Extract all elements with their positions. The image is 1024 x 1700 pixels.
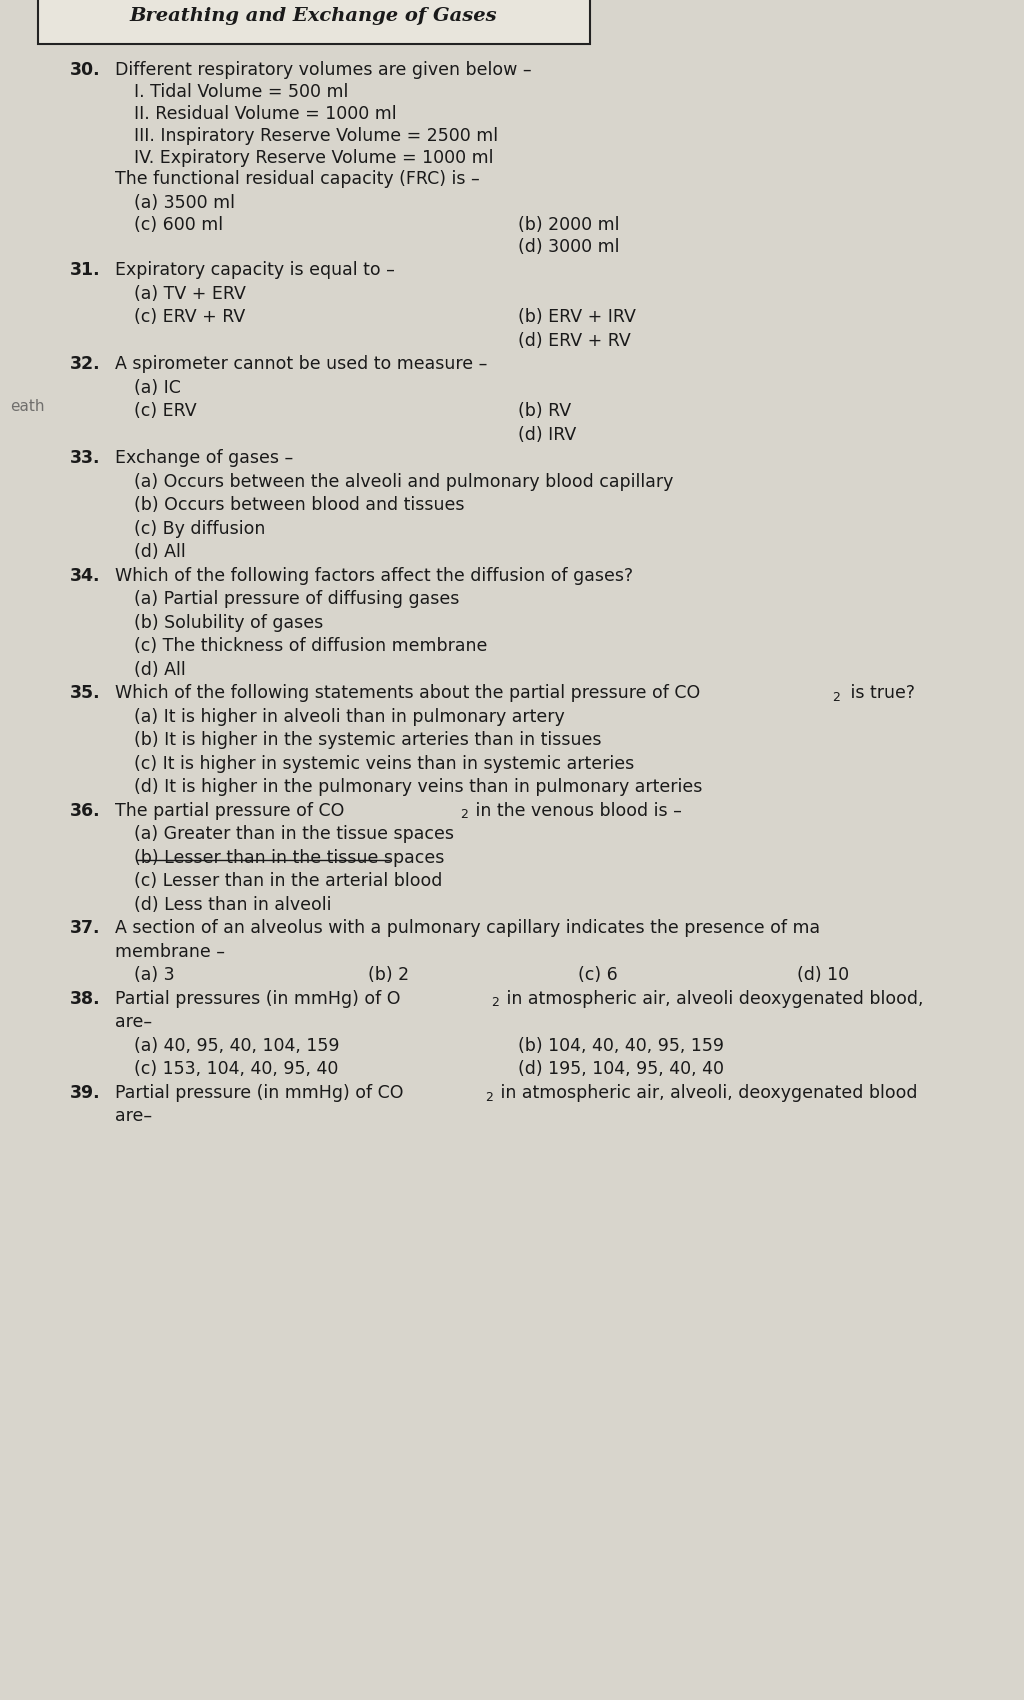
- Text: 2: 2: [490, 996, 499, 1010]
- Text: are–: are–: [115, 1107, 152, 1125]
- Text: 2: 2: [460, 809, 468, 821]
- Text: Which of the following factors affect the diffusion of gases?: Which of the following factors affect th…: [115, 566, 633, 585]
- Text: (b) Lesser than in the tissue spaces: (b) Lesser than in the tissue spaces: [134, 848, 444, 867]
- Text: II. Residual Volume = 1000 ml: II. Residual Volume = 1000 ml: [134, 105, 397, 122]
- Text: in the venous blood is –: in the venous blood is –: [470, 802, 682, 819]
- Text: 39.: 39.: [70, 1085, 100, 1102]
- Text: (b) 2: (b) 2: [369, 966, 410, 984]
- Text: 34.: 34.: [70, 566, 100, 585]
- Text: 30.: 30.: [70, 61, 100, 80]
- Text: 2: 2: [833, 690, 841, 704]
- Text: (b) ERV + IRV: (b) ERV + IRV: [518, 308, 636, 326]
- Text: (d) 195, 104, 95, 40, 40: (d) 195, 104, 95, 40, 40: [518, 1061, 724, 1078]
- Text: (d) All: (d) All: [134, 661, 186, 678]
- Text: (b) 104, 40, 40, 95, 159: (b) 104, 40, 40, 95, 159: [518, 1037, 724, 1054]
- Text: 33.: 33.: [70, 449, 100, 468]
- Text: (a) IC: (a) IC: [134, 379, 181, 396]
- Text: (d) 10: (d) 10: [797, 966, 849, 984]
- Text: (a) Occurs between the alveoli and pulmonary blood capillary: (a) Occurs between the alveoli and pulmo…: [134, 473, 674, 491]
- Text: Expiratory capacity is equal to –: Expiratory capacity is equal to –: [115, 262, 394, 279]
- Text: (a) It is higher in alveoli than in pulmonary artery: (a) It is higher in alveoli than in pulm…: [134, 707, 565, 726]
- Text: (b) Solubility of gases: (b) Solubility of gases: [134, 614, 324, 632]
- Text: (b) Occurs between blood and tissues: (b) Occurs between blood and tissues: [134, 496, 465, 513]
- Text: (a) 3: (a) 3: [134, 966, 175, 984]
- Text: are–: are–: [115, 1013, 152, 1032]
- Text: (c) It is higher in systemic veins than in systemic arteries: (c) It is higher in systemic veins than …: [134, 755, 635, 774]
- Text: The partial pressure of CO: The partial pressure of CO: [115, 802, 344, 819]
- Text: membrane –: membrane –: [115, 944, 224, 960]
- Text: 2: 2: [485, 1090, 493, 1103]
- Text: III. Inspiratory Reserve Volume = 2500 ml: III. Inspiratory Reserve Volume = 2500 m…: [134, 128, 499, 144]
- Text: (b) It is higher in the systemic arteries than in tissues: (b) It is higher in the systemic arterie…: [134, 731, 602, 750]
- Text: (c) Lesser than in the arterial blood: (c) Lesser than in the arterial blood: [134, 872, 442, 891]
- Text: 38.: 38.: [70, 989, 100, 1008]
- Text: Breathing and Exchange of Gases: Breathing and Exchange of Gases: [130, 7, 498, 26]
- Text: I. Tidal Volume = 500 ml: I. Tidal Volume = 500 ml: [134, 83, 349, 100]
- Text: (d) All: (d) All: [134, 542, 186, 561]
- Text: 35.: 35.: [70, 683, 100, 702]
- Text: (c) 600 ml: (c) 600 ml: [134, 216, 223, 233]
- Text: 37.: 37.: [70, 920, 100, 937]
- Text: Partial pressures (in mmHg) of O: Partial pressures (in mmHg) of O: [115, 989, 400, 1008]
- Text: (c) 153, 104, 40, 95, 40: (c) 153, 104, 40, 95, 40: [134, 1061, 339, 1078]
- Text: The functional residual capacity (FRC) is –: The functional residual capacity (FRC) i…: [115, 170, 479, 189]
- Text: (a) 40, 95, 40, 104, 159: (a) 40, 95, 40, 104, 159: [134, 1037, 340, 1054]
- Text: 31.: 31.: [70, 262, 100, 279]
- Text: (b) RV: (b) RV: [518, 403, 571, 420]
- Text: (d) ERV + RV: (d) ERV + RV: [518, 332, 631, 350]
- Text: (c) ERV: (c) ERV: [134, 403, 197, 420]
- Text: (b) 2000 ml: (b) 2000 ml: [518, 216, 620, 233]
- Text: A section of an alveolus with a pulmonary capillary indicates the presence of ma: A section of an alveolus with a pulmonar…: [115, 920, 819, 937]
- Text: (c) By diffusion: (c) By diffusion: [134, 520, 266, 537]
- Text: (c) The thickness of diffusion membrane: (c) The thickness of diffusion membrane: [134, 638, 487, 654]
- Text: (c) 6: (c) 6: [578, 966, 617, 984]
- Text: (d) IRV: (d) IRV: [518, 425, 577, 444]
- Text: (a) 3500 ml: (a) 3500 ml: [134, 194, 236, 212]
- Text: is true?: is true?: [845, 683, 914, 702]
- Text: 36.: 36.: [70, 802, 100, 819]
- Text: in atmospheric air, alveoli deoxygenated blood,: in atmospheric air, alveoli deoxygenated…: [501, 989, 924, 1008]
- Text: Which of the following statements about the partial pressure of CO: Which of the following statements about …: [115, 683, 699, 702]
- FancyBboxPatch shape: [38, 0, 590, 44]
- Text: (a) TV + ERV: (a) TV + ERV: [134, 284, 247, 303]
- Text: (d) Less than in alveoli: (d) Less than in alveoli: [134, 896, 332, 913]
- Text: Partial pressure (in mmHg) of CO: Partial pressure (in mmHg) of CO: [115, 1085, 403, 1102]
- Text: eath: eath: [10, 400, 44, 413]
- Text: Different respiratory volumes are given below –: Different respiratory volumes are given …: [115, 61, 531, 80]
- Text: in atmospheric air, alveoli, deoxygenated blood: in atmospheric air, alveoli, deoxygenate…: [495, 1085, 918, 1102]
- Text: (a) Partial pressure of diffusing gases: (a) Partial pressure of diffusing gases: [134, 590, 460, 609]
- Text: 32.: 32.: [70, 355, 100, 372]
- Text: (d) It is higher in the pulmonary veins than in pulmonary arteries: (d) It is higher in the pulmonary veins …: [134, 779, 702, 796]
- Text: (d) 3000 ml: (d) 3000 ml: [518, 238, 620, 255]
- Text: Exchange of gases –: Exchange of gases –: [115, 449, 293, 468]
- Text: A spirometer cannot be used to measure –: A spirometer cannot be used to measure –: [115, 355, 486, 372]
- Text: (a) Greater than in the tissue spaces: (a) Greater than in the tissue spaces: [134, 824, 455, 843]
- Text: (c) ERV + RV: (c) ERV + RV: [134, 308, 246, 326]
- Text: IV. Expiratory Reserve Volume = 1000 ml: IV. Expiratory Reserve Volume = 1000 ml: [134, 148, 494, 167]
